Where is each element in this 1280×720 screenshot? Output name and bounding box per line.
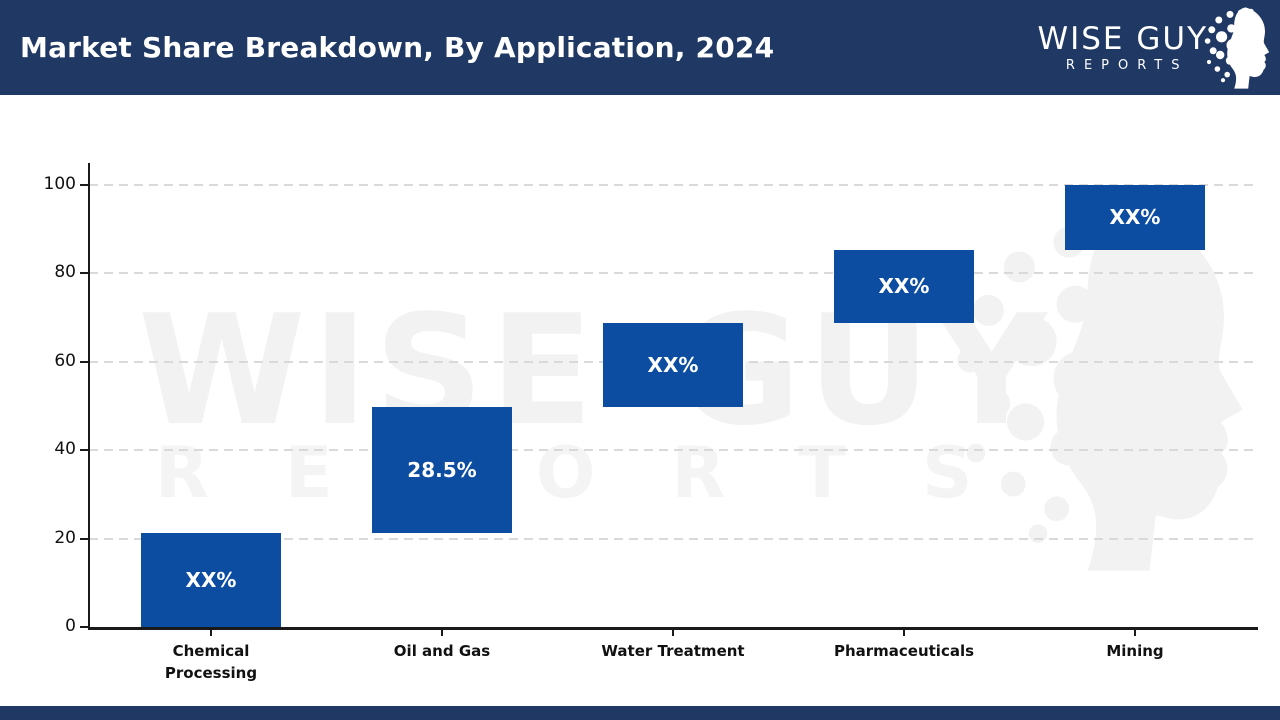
logo-subtitle: REPORTS <box>1065 57 1189 73</box>
x-tick-mark <box>1134 630 1136 636</box>
grid-line <box>89 184 1258 186</box>
footer-bar <box>0 706 1280 720</box>
x-category-label: Pharmaceuticals <box>833 642 975 660</box>
bar-label: XX% <box>1109 205 1161 230</box>
grid-line <box>89 537 1258 540</box>
x-category-label: Oil and Gas <box>393 642 491 660</box>
bar-chemical-processing: XX% <box>141 532 281 627</box>
watermark-reports-text: REPORTS <box>155 432 1049 514</box>
x-tick-mark <box>441 630 443 636</box>
y-tick-mark <box>80 272 88 275</box>
grid-line <box>89 449 1258 452</box>
x-tick-mark <box>672 630 674 636</box>
logo-face-icon <box>1204 7 1270 89</box>
bar-oil-and-gas: 28.5% <box>372 406 512 533</box>
x-category-label: Mining <box>1106 642 1164 660</box>
y-axis-line <box>88 163 90 629</box>
y-tick-label: 0 <box>65 616 76 636</box>
y-tick-label: 20 <box>54 527 76 548</box>
y-tick-mark <box>80 360 88 363</box>
grid-line <box>89 272 1258 275</box>
bar-label: 28.5% <box>407 457 477 482</box>
y-tick-mark <box>80 449 88 452</box>
page-title: Market Share Breakdown, By Application, … <box>20 31 775 64</box>
y-tick-label: 60 <box>54 350 76 371</box>
logo-text: WISE GUY REPORTS <box>1037 23 1208 73</box>
y-tick-mark <box>80 626 88 628</box>
bar-label: XX% <box>185 567 237 592</box>
x-category-label: Chemical Processing <box>164 642 258 682</box>
bar-mining: XX% <box>1065 185 1205 250</box>
bar-label: XX% <box>878 274 930 299</box>
x-tick-mark <box>210 630 212 636</box>
logo-wordmark: WISE GUY <box>1037 21 1208 58</box>
bar-water-treatment: XX% <box>603 322 743 407</box>
bar-label: XX% <box>647 352 699 377</box>
x-axis-line <box>88 627 1258 630</box>
y-tick-label: 80 <box>54 262 76 283</box>
bar-pharmaceuticals: XX% <box>834 249 974 323</box>
x-tick-mark <box>903 630 905 636</box>
wiseguy-logo: WISE GUY REPORTS <box>1037 4 1272 92</box>
y-tick-mark <box>80 537 88 540</box>
y-tick-mark <box>80 184 88 186</box>
y-tick-label: 100 <box>43 174 76 194</box>
y-tick-label: 40 <box>54 439 76 460</box>
header: Market Share Breakdown, By Application, … <box>0 0 1280 95</box>
x-category-label: Water Treatment <box>601 642 745 660</box>
